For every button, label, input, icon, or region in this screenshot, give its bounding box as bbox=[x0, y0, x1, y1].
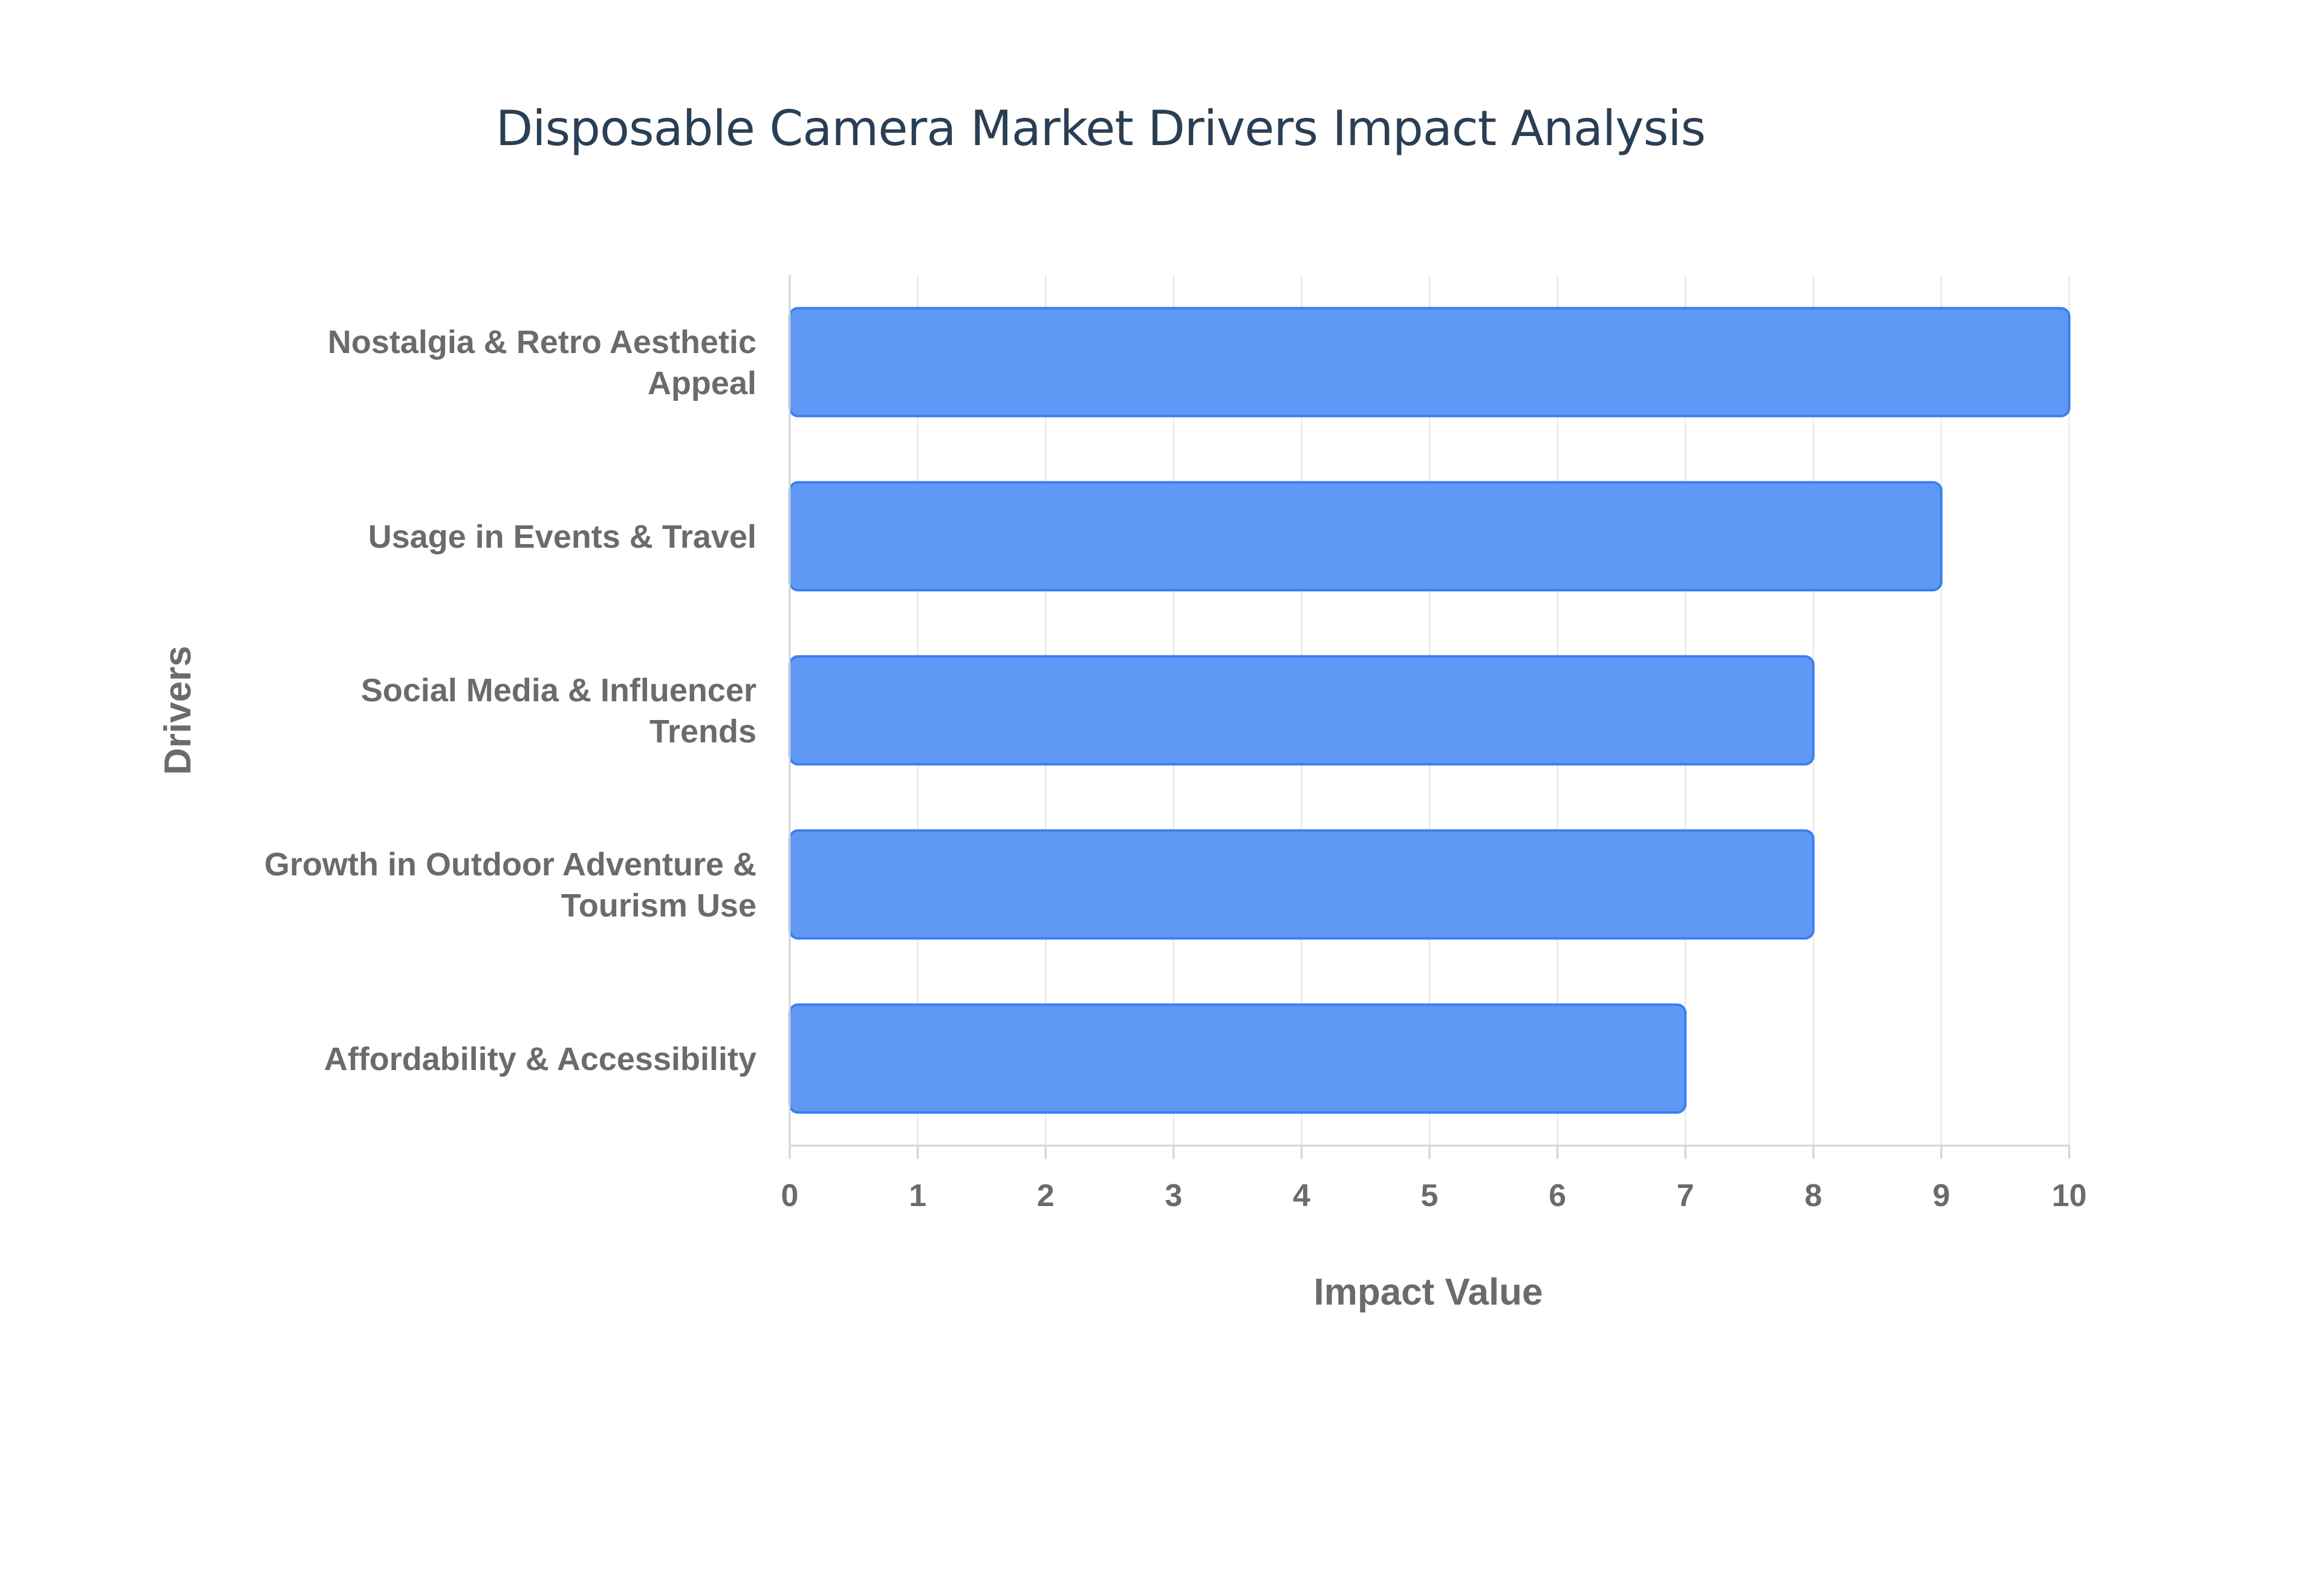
category-label: Nostalgia & Retro Aesthetic Appeal bbox=[328, 324, 756, 401]
bar bbox=[789, 1003, 1687, 1114]
category-label: Growth in Outdoor Adventure & Tourism Use bbox=[264, 846, 756, 924]
bar bbox=[789, 655, 1815, 766]
x-tick-label: 6 bbox=[1549, 1178, 1566, 1213]
category-label: Affordability & Accessibility bbox=[324, 1041, 756, 1077]
axes bbox=[789, 275, 2070, 1159]
x-tick-label: 5 bbox=[1421, 1178, 1439, 1213]
x-tick-label: 8 bbox=[1804, 1178, 1822, 1213]
x-axis-title: Impact Value bbox=[1313, 1271, 1543, 1313]
x-tick-label: 1 bbox=[909, 1178, 926, 1213]
x-tick-label: 0 bbox=[781, 1178, 799, 1213]
x-tick-label: 9 bbox=[1933, 1178, 1950, 1213]
x-tick-labels: 0 1 2 3 4 5 6 7 8 9 10 bbox=[781, 1178, 2087, 1213]
category-label: Social Media & Influencer Trends bbox=[361, 672, 756, 750]
y-axis-title: Drivers bbox=[157, 646, 199, 775]
x-tick-label: 7 bbox=[1677, 1178, 1694, 1213]
category-label: Usage in Events & Travel bbox=[368, 519, 756, 555]
x-tick-label: 2 bbox=[1037, 1178, 1055, 1213]
bar bbox=[789, 481, 1943, 592]
category-labels: Nostalgia & Retro Aesthetic Appeal Usage i… bbox=[264, 324, 756, 1077]
bar bbox=[789, 307, 2070, 418]
bars bbox=[789, 307, 2070, 1114]
x-tick-label: 4 bbox=[1293, 1178, 1310, 1213]
x-tick-label: 10 bbox=[2052, 1178, 2087, 1213]
bar bbox=[789, 829, 1815, 940]
chart-title: Disposable Camera Market Drivers Impact … bbox=[496, 100, 1705, 157]
x-tick-label: 3 bbox=[1165, 1178, 1182, 1213]
